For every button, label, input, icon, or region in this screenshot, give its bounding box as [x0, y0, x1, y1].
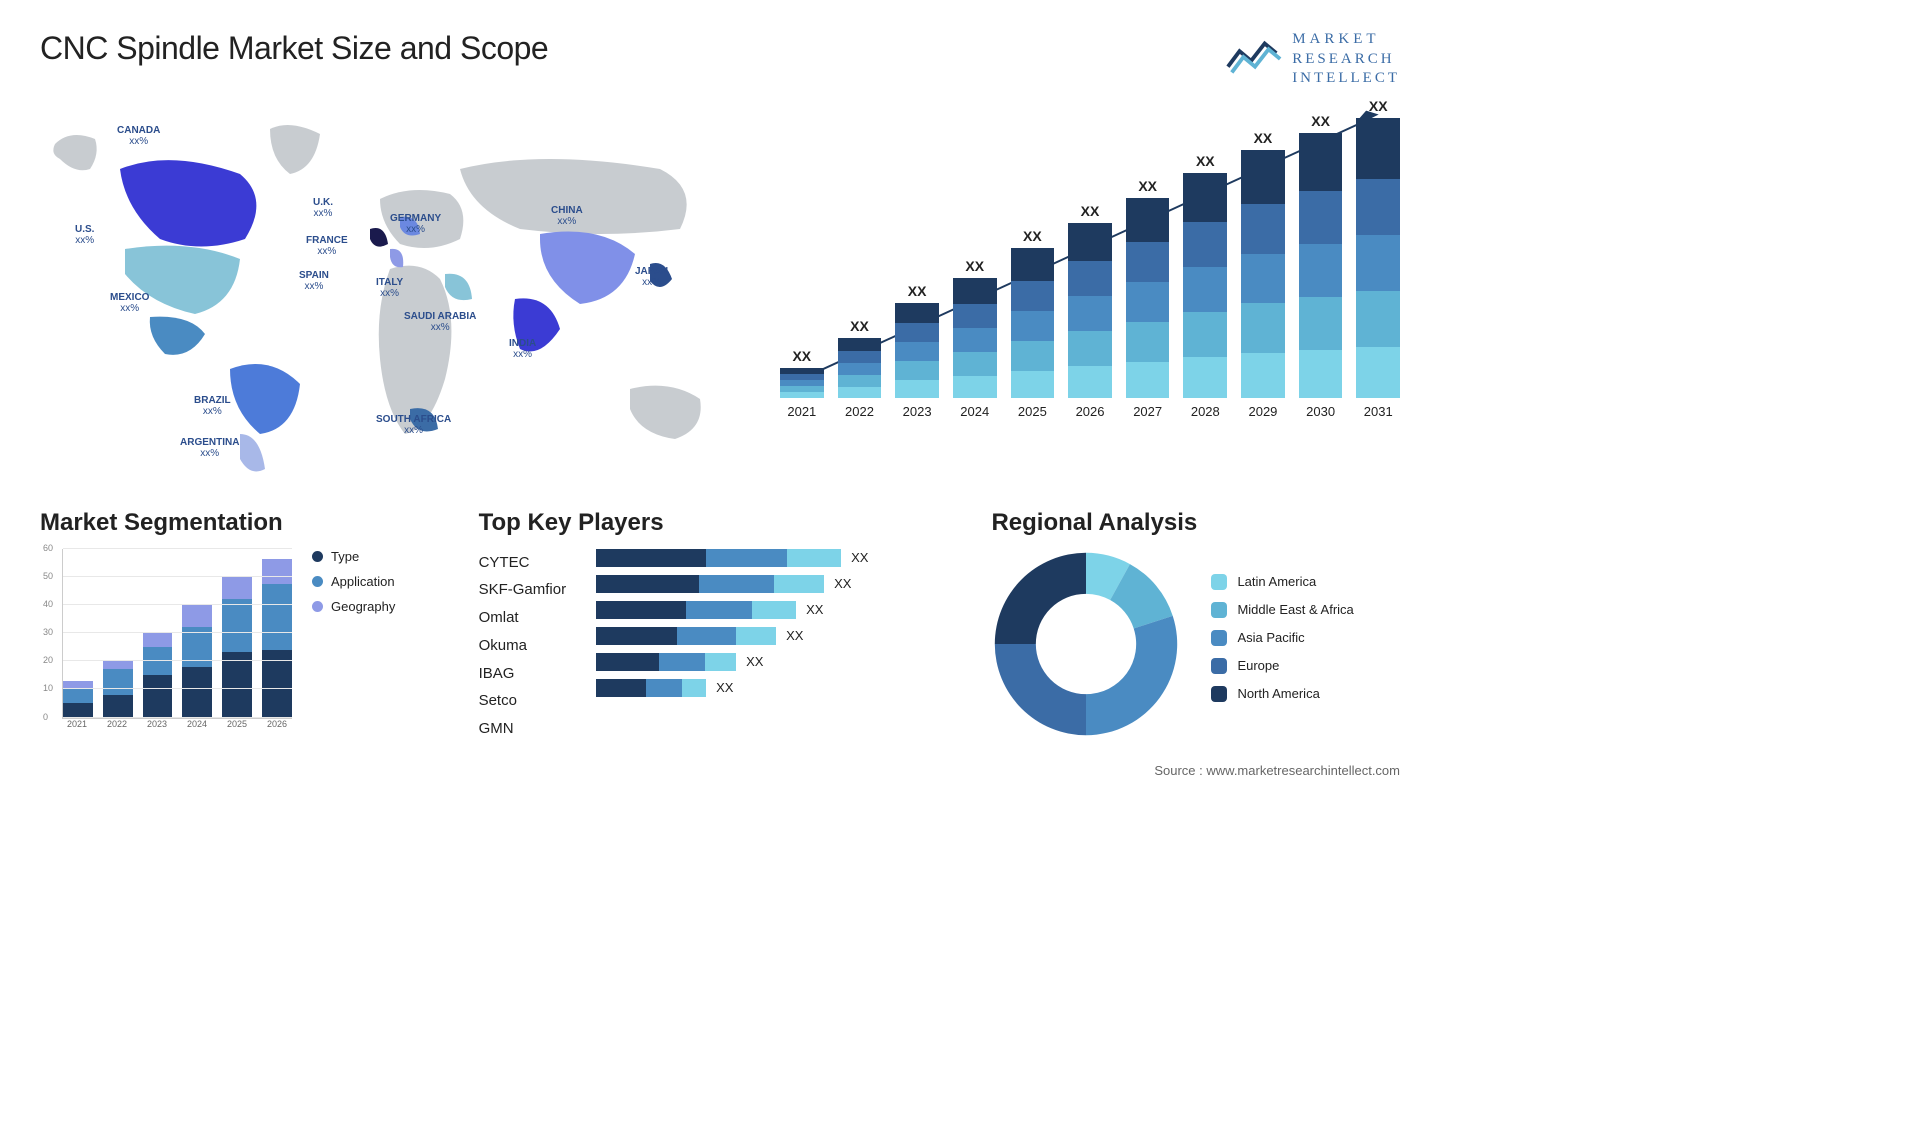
source-attribution: Source : www.marketresearchintellect.com — [40, 763, 1400, 778]
players-title: Top Key Players — [479, 509, 962, 537]
segmentation-chart: 0102030405060 — [62, 549, 292, 719]
seg-bar — [143, 633, 173, 718]
legend-item: Middle East & Africa — [1211, 602, 1353, 618]
growth-bar: XX2030 — [1299, 113, 1343, 419]
seg-bar — [262, 559, 292, 718]
player-bar: XX — [596, 653, 961, 671]
regional-title: Regional Analysis — [991, 509, 1400, 537]
donut-slice — [995, 552, 1086, 643]
map-label: BRAZILxx% — [194, 395, 231, 417]
player-name: CYTEC — [479, 549, 567, 577]
player-name: Okuma — [479, 632, 567, 660]
map-label: JAPANxx% — [635, 266, 668, 288]
brand-logo: MARKET RESEARCH INTELLECT — [1226, 30, 1400, 89]
seg-bar — [222, 576, 252, 718]
map-label: ARGENTINAxx% — [180, 437, 239, 459]
logo-text-1: MARKET — [1292, 30, 1400, 50]
map-label: U.K.xx% — [313, 197, 333, 219]
legend-item: Application — [312, 574, 395, 589]
map-label: SOUTH AFRICAxx% — [376, 414, 451, 436]
page-title: CNC Spindle Market Size and Scope — [40, 30, 548, 67]
growth-bar: XX2028 — [1183, 153, 1227, 419]
player-name: Setco — [479, 687, 567, 715]
map-label: SAUDI ARABIAxx% — [404, 311, 476, 333]
growth-bar: XX2022 — [838, 318, 882, 419]
player-bar: XX — [596, 549, 961, 567]
regional-donut-chart — [991, 549, 1181, 739]
logo-text-2: RESEARCH — [1292, 50, 1400, 70]
player-bar: XX — [596, 627, 961, 645]
growth-bar: XX2026 — [1068, 203, 1112, 419]
map-label: FRANCExx% — [306, 235, 348, 257]
world-map: CANADAxx% U.S.xx% MEXICOxx% BRAZILxx% ARGENT… — [40, 99, 740, 479]
regional-legend: Latin America Middle East & Africa Asia Pa… — [1211, 574, 1353, 714]
logo-mark-icon — [1226, 37, 1284, 82]
legend-item: Asia Pacific — [1211, 630, 1353, 646]
growth-bar: XX2024 — [953, 258, 997, 419]
player-name: SKF-Gamfior — [479, 576, 567, 604]
growth-bar: XX2021 — [780, 348, 824, 419]
player-name: Omlat — [479, 604, 567, 632]
legend-item: Latin America — [1211, 574, 1353, 590]
players-list: CYTECSKF-GamfiorOmlatOkumaIBAGSetcoGMN — [479, 549, 567, 743]
segmentation-legend: Type Application Geography — [312, 549, 395, 624]
legend-item: Type — [312, 549, 395, 564]
map-label: CANADAxx% — [117, 125, 160, 147]
map-label: CHINAxx% — [551, 205, 583, 227]
player-bar: XX — [596, 679, 961, 697]
map-label: SPAINxx% — [299, 270, 329, 292]
growth-chart: XX2021 XX2022 XX2023 XX2024 XX2025 XX2026 XX20… — [780, 99, 1400, 469]
map-label: MEXICOxx% — [110, 292, 149, 314]
donut-slice — [995, 644, 1086, 735]
legend-item: North America — [1211, 686, 1353, 702]
legend-item: Europe — [1211, 658, 1353, 674]
players-chart: XX XX XX XX XX XX — [596, 549, 961, 743]
player-bar: XX — [596, 601, 961, 619]
growth-bar: XX2031 — [1356, 98, 1400, 419]
growth-bar: XX2029 — [1241, 130, 1285, 419]
map-label: GERMANYxx% — [390, 213, 441, 235]
player-name: GMN — [479, 715, 567, 743]
logo-text-3: INTELLECT — [1292, 69, 1400, 89]
growth-bar: XX2023 — [895, 283, 939, 419]
legend-item: Geography — [312, 599, 395, 614]
map-label: U.S.xx% — [75, 224, 94, 246]
player-name: IBAG — [479, 660, 567, 688]
donut-slice — [1086, 615, 1177, 734]
map-label: ITALYxx% — [376, 277, 403, 299]
growth-bar: XX2027 — [1126, 178, 1170, 419]
growth-bar: XX2025 — [1011, 228, 1055, 419]
segmentation-title: Market Segmentation — [40, 509, 449, 537]
seg-bar — [63, 681, 93, 718]
player-bar: XX — [596, 575, 961, 593]
map-label: INDIAxx% — [509, 338, 536, 360]
